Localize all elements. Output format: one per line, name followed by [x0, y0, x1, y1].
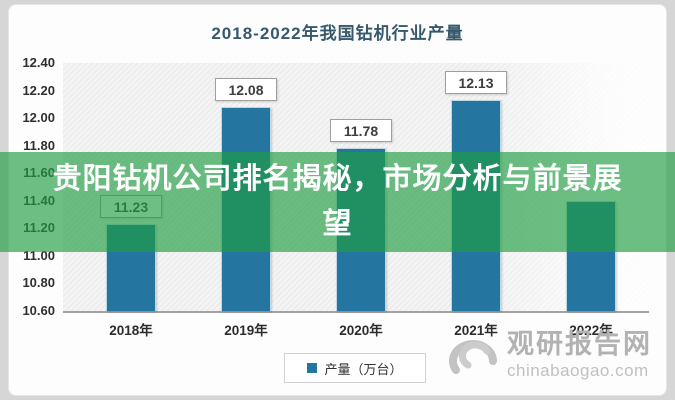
y-tick-label: 12.20	[22, 82, 55, 98]
bar-value-label: 12.13	[445, 71, 507, 95]
x-tick-label: 2018年	[109, 323, 153, 338]
overlay-banner: 贵阳钻机公司排名揭秘，市场分析与前景展 望	[0, 152, 675, 252]
watermark-site-name: 观研报告网	[507, 329, 652, 359]
legend-series-label: 产量（万台）	[324, 361, 403, 377]
watermark: 观研报告网 chinabaogao.com	[443, 329, 652, 392]
watermark-site-url: chinabaogao.com	[507, 361, 649, 380]
chart-legend: 产量（万台）	[284, 353, 426, 383]
overlay-banner-text-line-1: 贵阳钻机公司排名揭秘，市场分析与前景展	[52, 163, 623, 195]
bar-value-label: 12.08	[215, 78, 277, 102]
y-tick-label: 12.00	[22, 110, 55, 126]
bar-value-label: 11.78	[330, 119, 392, 143]
y-tick-label: 10.80	[22, 275, 55, 291]
x-tick-label: 2021年	[454, 323, 498, 338]
overlay-banner-text-line-2: 望	[322, 208, 353, 240]
watermark-swirl-logo-icon	[443, 329, 505, 392]
x-tick-label: 2019年	[224, 323, 268, 338]
x-tick-label: 2020年	[339, 323, 383, 338]
y-tick-label: 10.60	[22, 303, 55, 318]
x-tick-label: 2022年	[569, 323, 613, 338]
y-tick-label: 11.80	[23, 137, 55, 153]
legend-marker-icon	[307, 363, 318, 373]
chart-title: 2018-2022年我国钻机行业产量	[211, 24, 464, 43]
watermark-text-block: 观研报告网 chinabaogao.com	[507, 329, 652, 381]
y-tick-label: 12.40	[22, 55, 55, 70]
